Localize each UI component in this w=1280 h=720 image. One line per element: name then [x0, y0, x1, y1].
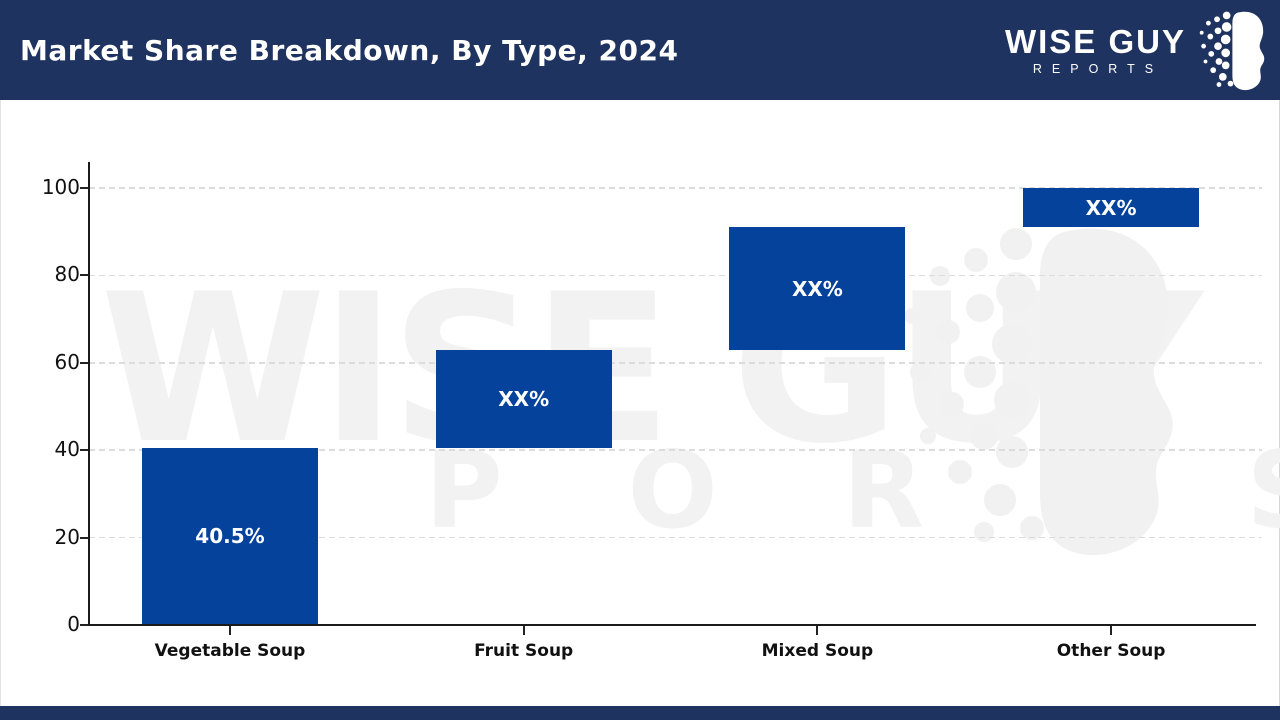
- logo-wordmark-line1: WISE GUY: [1004, 22, 1186, 60]
- x-tick-label-vegetable-soup: Vegetable Soup: [154, 641, 306, 661]
- y-tick-40: [80, 449, 89, 452]
- gridline-80: [89, 274, 1262, 277]
- bar-other-soup: XX%: [1023, 188, 1200, 228]
- bar-mixed-soup: XX%: [729, 227, 906, 350]
- header: Market Share Breakdown, By Type, 2024 WI…: [0, 0, 1280, 100]
- bar-fruit-soup: XX%: [435, 349, 612, 448]
- y-tick-60: [80, 361, 89, 364]
- bar-value-label-fruit-soup: XX%: [498, 386, 550, 411]
- y-tick-80: [80, 274, 89, 277]
- x-tick-mixed-soup: [816, 626, 819, 635]
- y-axis-line: [87, 162, 91, 626]
- bar-value-label-other-soup: XX%: [1085, 195, 1137, 220]
- logo-wordmark-line2: REPORTS: [1032, 61, 1164, 76]
- y-tick-20: [80, 536, 89, 539]
- watermark-face-icon: [904, 228, 1173, 556]
- x-tick-other-soup: [1110, 626, 1113, 635]
- logo-wordmark: WISE GUY REPORTS: [1005, 25, 1186, 76]
- x-tick-label-mixed-soup: Mixed Soup: [761, 641, 874, 661]
- x-tick-vegetable-soup: [229, 626, 231, 635]
- x-tick-label-fruit-soup: Fruit Soup: [474, 641, 574, 661]
- x-axis-line: [89, 623, 1256, 627]
- x-tick-label-other-soup: Other Soup: [1056, 641, 1166, 661]
- footer-bar: [0, 706, 1280, 720]
- y-tick-label-100: 100: [41, 175, 80, 199]
- y-tick-label-0: 0: [67, 612, 80, 636]
- y-tick-label-20: 20: [54, 524, 80, 549]
- x-tick-fruit-soup: [522, 626, 525, 635]
- y-tick-label-80: 80: [54, 262, 80, 287]
- gridline-40: [89, 449, 1262, 451]
- y-tick-0: [80, 624, 89, 626]
- page-title: Market Share Breakdown, By Type, 2024: [20, 33, 679, 67]
- y-tick-100: [80, 187, 89, 189]
- gridline-60: [89, 362, 1262, 364]
- logo-face-icon: [1199, 11, 1265, 91]
- y-tick-label-40: 40: [54, 437, 80, 462]
- logo: WISE GUY REPORTS: [1005, 0, 1266, 100]
- gridline-100: [89, 187, 1262, 189]
- bar-value-label-mixed-soup: XX%: [791, 276, 843, 301]
- bar-vegetable-soup: 40.5%: [142, 448, 318, 625]
- y-tick-label-60: 60: [54, 349, 80, 374]
- bar-value-label-vegetable-soup: 40.5%: [195, 524, 265, 549]
- gridline-20: [89, 536, 1262, 539]
